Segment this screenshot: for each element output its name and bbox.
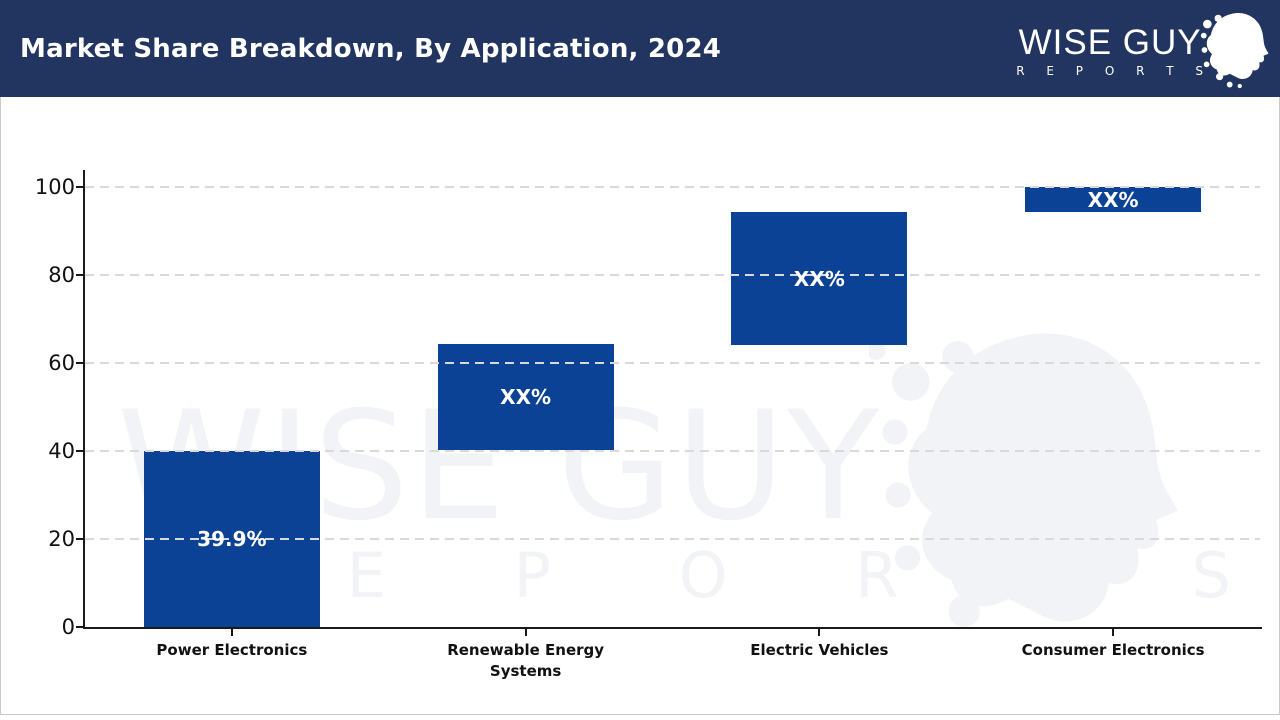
x-category-label: Electric Vehicles [750, 641, 889, 659]
y-tick-label: 100 [34, 175, 75, 199]
bar-segment [1025, 187, 1202, 213]
gridline [85, 362, 1260, 364]
y-tick-mark [76, 274, 83, 276]
y-tick-mark [76, 626, 83, 628]
gridline [85, 538, 1260, 540]
bar-segment [437, 344, 614, 451]
gridline [85, 274, 1260, 276]
x-axis [83, 627, 1262, 629]
y-tick-label: 40 [48, 439, 75, 463]
y-tick-label: 60 [48, 351, 75, 375]
head-profile-icon [1200, 13, 1269, 89]
y-tick-mark [76, 362, 83, 364]
gridline [85, 450, 1260, 452]
y-tick-mark [76, 538, 83, 540]
bar-value-label: XX% [793, 266, 845, 291]
x-category-label: Consumer Electronics [1021, 641, 1205, 659]
watermark-head-icon [869, 333, 1178, 627]
bar-value-label: XX% [500, 385, 552, 410]
x-tick-mark [524, 629, 527, 636]
x-category-label: Power Electronics [156, 641, 308, 659]
y-tick-label: 20 [48, 527, 75, 551]
y-axis [83, 170, 85, 629]
gridline [85, 186, 1260, 188]
logo-wordmark: WISE GUY [1018, 22, 1202, 62]
x-tick-mark [1112, 629, 1115, 636]
wiseguy-logo: WISE GUY R E P O R T S [1008, 6, 1270, 94]
logo-text: WISE GUY R E P O R T S [1008, 23, 1212, 78]
y-tick-label: 80 [48, 263, 75, 287]
header: Market Share Breakdown, By Application, … [0, 0, 1280, 97]
y-tick-label: 0 [61, 615, 75, 639]
bar-segment [731, 212, 908, 345]
x-category-label: Renewable Energy Systems [447, 641, 605, 680]
page-title: Market Share Breakdown, By Application, … [20, 33, 722, 64]
logo-subtitle: R E P O R T S [1016, 63, 1212, 78]
y-tick-mark [76, 450, 83, 452]
y-tick-mark [76, 186, 83, 188]
x-tick-mark [230, 629, 233, 636]
bar-value-label: 39.9% [197, 527, 267, 552]
bar-value-label: XX% [1087, 187, 1139, 212]
x-tick-mark [818, 629, 821, 636]
